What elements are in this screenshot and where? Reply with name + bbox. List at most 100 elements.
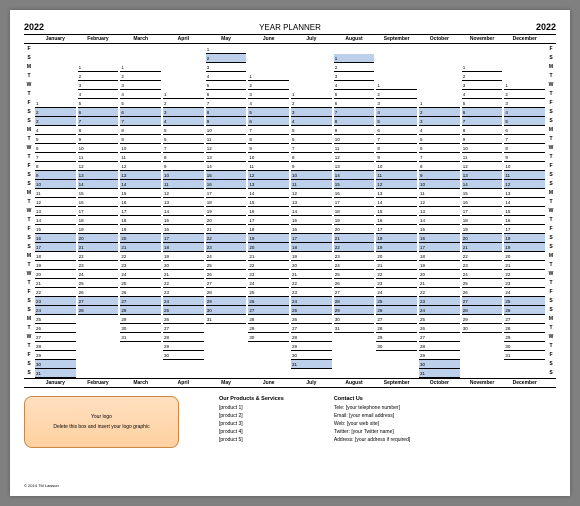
day-cell[interactable]: 17 <box>78 207 119 216</box>
day-cell[interactable]: 1 <box>504 81 545 90</box>
day-cell[interactable]: 16 <box>78 198 119 207</box>
day-cell[interactable]: 10 <box>120 144 161 153</box>
day-cell[interactable]: 25 <box>78 279 119 288</box>
day-cell[interactable]: 10 <box>376 162 417 171</box>
day-cell[interactable]: 5 <box>120 99 161 108</box>
day-cell[interactable]: 9 <box>462 135 503 144</box>
day-cell[interactable]: 15 <box>419 225 460 234</box>
day-cell[interactable]: 16 <box>291 225 332 234</box>
day-cell[interactable]: 30 <box>163 351 204 360</box>
day-cell[interactable]: 6 <box>35 144 76 153</box>
day-cell[interactable]: 3 <box>376 99 417 108</box>
day-cell[interactable]: 11 <box>35 189 76 198</box>
day-cell[interactable]: 27 <box>504 315 545 324</box>
day-cell[interactable]: 7 <box>248 126 289 135</box>
day-cell[interactable]: 6 <box>419 144 460 153</box>
day-cell[interactable]: 2 <box>376 90 417 99</box>
day-cell[interactable]: 5 <box>419 135 460 144</box>
day-cell[interactable]: 5 <box>35 135 76 144</box>
day-cell[interactable]: 1 <box>120 63 161 72</box>
day-cell[interactable]: 20 <box>78 234 119 243</box>
day-cell[interactable]: 24 <box>35 306 76 315</box>
day-cell[interactable]: 10 <box>334 135 375 144</box>
day-cell[interactable]: 24 <box>78 270 119 279</box>
day-cell[interactable]: 28 <box>291 333 332 342</box>
day-cell[interactable]: 12 <box>248 171 289 180</box>
day-cell[interactable]: 17 <box>504 225 545 234</box>
day-cell[interactable]: 14 <box>334 171 375 180</box>
day-cell[interactable]: 4 <box>376 108 417 117</box>
day-cell[interactable]: 24 <box>334 261 375 270</box>
day-cell[interactable]: 25 <box>35 315 76 324</box>
day-cell[interactable]: 5 <box>376 117 417 126</box>
day-cell[interactable]: 13 <box>248 180 289 189</box>
day-cell[interactable]: 26 <box>419 324 460 333</box>
day-cell[interactable]: 22 <box>376 270 417 279</box>
day-cell[interactable]: 18 <box>504 234 545 243</box>
day-cell[interactable]: 6 <box>334 99 375 108</box>
day-cell[interactable]: 3 <box>334 72 375 81</box>
day-cell[interactable]: 13 <box>163 198 204 207</box>
day-cell[interactable]: 5 <box>163 126 204 135</box>
day-cell[interactable]: 23 <box>35 297 76 306</box>
day-cell[interactable]: 22 <box>120 252 161 261</box>
day-cell[interactable]: 16 <box>462 198 503 207</box>
day-cell[interactable]: 11 <box>376 171 417 180</box>
day-cell[interactable]: 26 <box>376 306 417 315</box>
day-cell[interactable]: 18 <box>78 216 119 225</box>
day-cell[interactable]: 6 <box>248 117 289 126</box>
day-cell[interactable]: 21 <box>504 261 545 270</box>
day-cell[interactable]: 12 <box>504 180 545 189</box>
day-cell[interactable]: 8 <box>206 108 247 117</box>
day-cell[interactable]: 8 <box>120 126 161 135</box>
day-cell[interactable]: 29 <box>291 342 332 351</box>
day-cell[interactable]: 21 <box>334 234 375 243</box>
day-cell[interactable]: 29 <box>504 333 545 342</box>
day-cell[interactable]: 1 <box>462 63 503 72</box>
day-cell[interactable]: 24 <box>163 297 204 306</box>
day-cell[interactable]: 19 <box>120 225 161 234</box>
day-cell[interactable]: 10 <box>504 162 545 171</box>
day-cell[interactable]: 18 <box>334 207 375 216</box>
day-cell[interactable]: 4 <box>248 99 289 108</box>
day-cell[interactable]: 10 <box>419 180 460 189</box>
day-cell[interactable]: 28 <box>419 342 460 351</box>
day-cell[interactable]: 16 <box>504 216 545 225</box>
day-cell[interactable]: 28 <box>462 306 503 315</box>
day-cell[interactable]: 24 <box>291 297 332 306</box>
day-cell[interactable]: 10 <box>163 171 204 180</box>
day-cell[interactable]: 14 <box>120 180 161 189</box>
day-cell[interactable]: 13 <box>78 171 119 180</box>
day-cell[interactable]: 3 <box>206 63 247 72</box>
day-cell[interactable]: 20 <box>504 252 545 261</box>
day-cell[interactable]: 17 <box>419 243 460 252</box>
day-cell[interactable]: 9 <box>163 162 204 171</box>
day-cell[interactable]: 7 <box>78 117 119 126</box>
day-cell[interactable]: 12 <box>163 189 204 198</box>
day-cell[interactable]: 28 <box>504 324 545 333</box>
day-cell[interactable]: 3 <box>35 117 76 126</box>
day-cell[interactable]: 26 <box>163 315 204 324</box>
day-cell[interactable]: 29 <box>248 324 289 333</box>
day-cell[interactable]: 29 <box>419 351 460 360</box>
day-cell[interactable]: 12 <box>462 162 503 171</box>
day-cell[interactable]: 1 <box>35 99 76 108</box>
day-cell[interactable]: 4 <box>78 90 119 99</box>
day-cell[interactable]: 16 <box>35 234 76 243</box>
day-cell[interactable]: 4 <box>35 126 76 135</box>
day-cell[interactable]: 28 <box>248 315 289 324</box>
day-cell[interactable]: 24 <box>206 252 247 261</box>
day-cell[interactable]: 27 <box>206 279 247 288</box>
day-cell[interactable]: 6 <box>163 135 204 144</box>
day-cell[interactable]: 3 <box>163 108 204 117</box>
day-cell[interactable]: 20 <box>419 270 460 279</box>
day-cell[interactable]: 7 <box>334 108 375 117</box>
day-cell[interactable]: 6 <box>462 108 503 117</box>
day-cell[interactable]: 17 <box>35 243 76 252</box>
day-cell[interactable]: 31 <box>120 333 161 342</box>
day-cell[interactable]: 15 <box>334 180 375 189</box>
day-cell[interactable]: 2 <box>120 72 161 81</box>
day-cell[interactable]: 8 <box>78 126 119 135</box>
day-cell[interactable]: 9 <box>78 135 119 144</box>
day-cell[interactable]: 25 <box>120 279 161 288</box>
